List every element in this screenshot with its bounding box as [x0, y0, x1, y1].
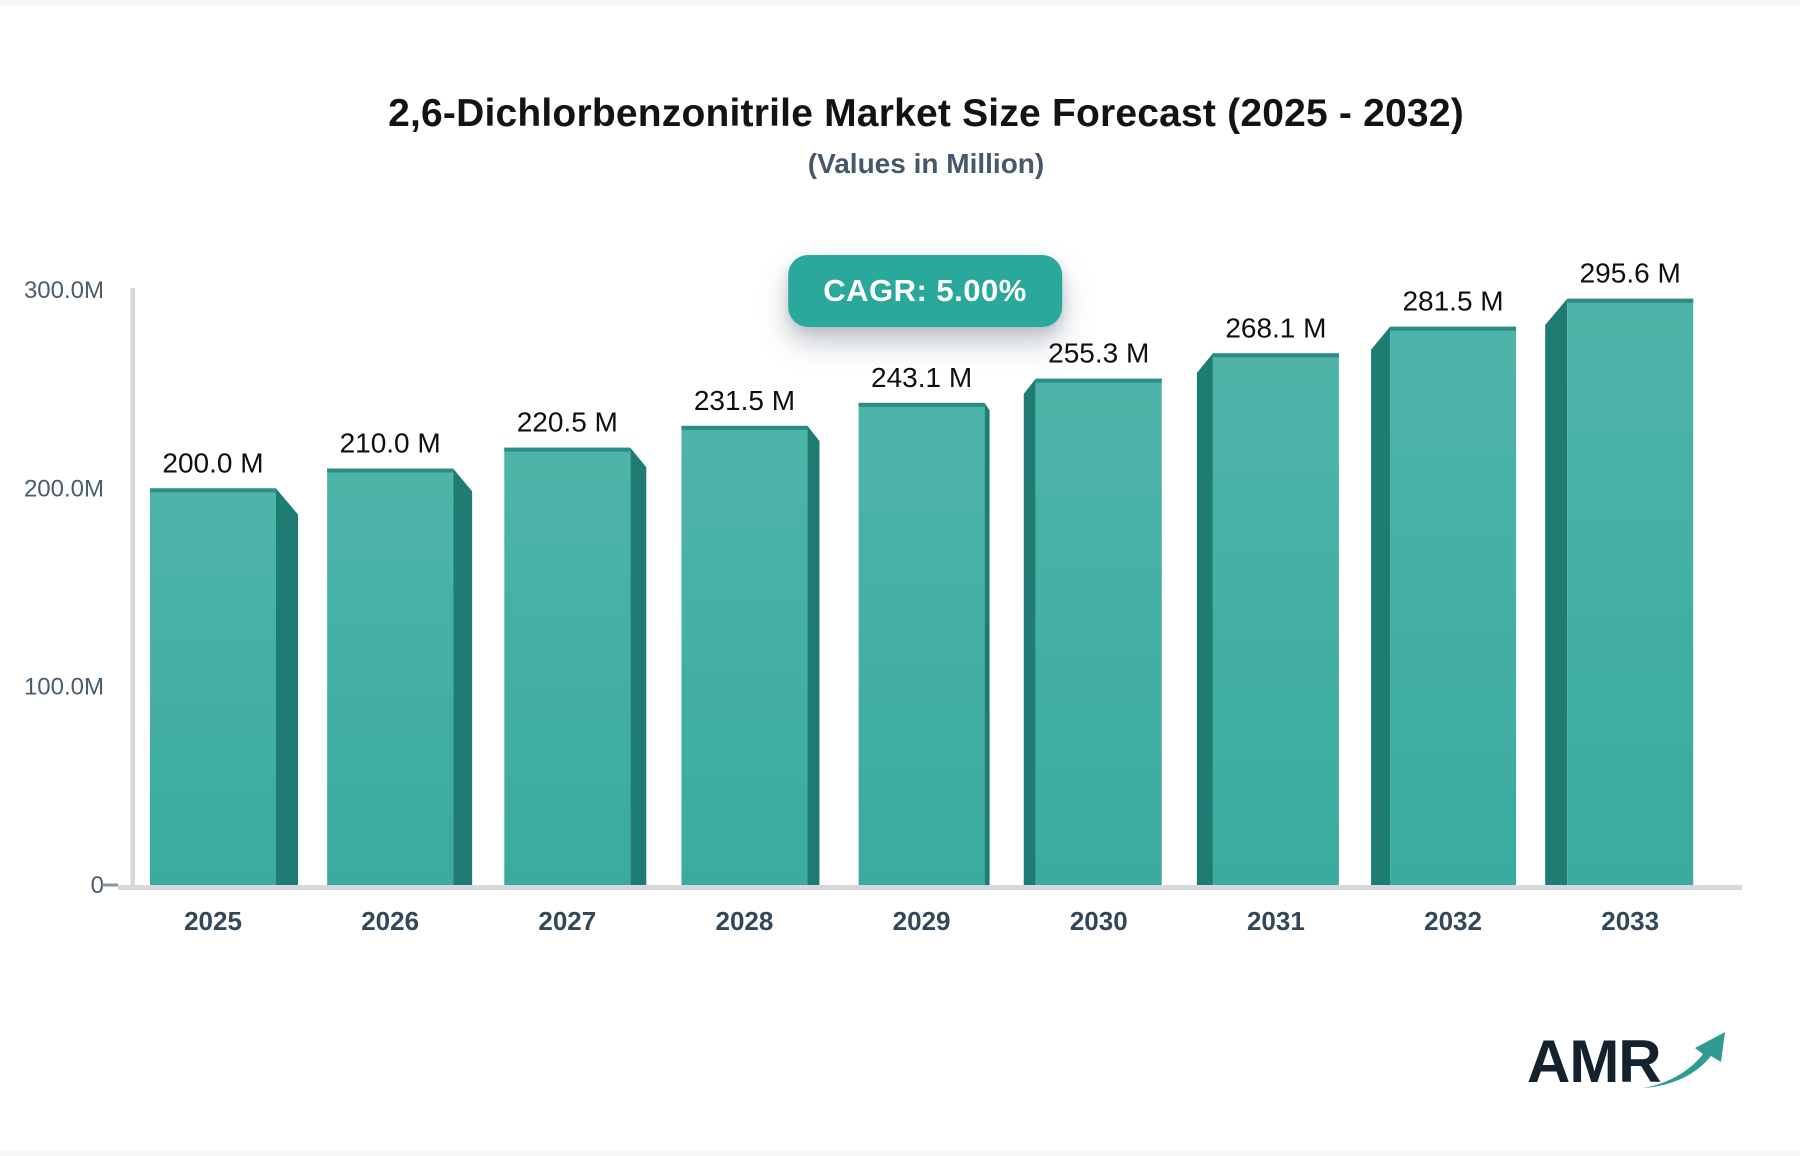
bar-top-edge: [504, 447, 631, 452]
y-tick-label: 100.0M: [24, 674, 104, 701]
x-tick-label: 2033: [1601, 906, 1659, 936]
bar-face: [1035, 378, 1162, 885]
x-tick-label: 2032: [1424, 906, 1482, 936]
bar-side: [276, 488, 298, 885]
bar-top-edge: [327, 468, 454, 473]
bar-top-edge: [150, 488, 276, 493]
bar-top-edge: [1035, 378, 1162, 383]
bar-top-edge: [1390, 326, 1517, 331]
x-tick-label: 2026: [361, 906, 419, 936]
y-tick-label: 0: [91, 872, 104, 899]
bar-side: [807, 425, 820, 885]
top-edge-strip: [0, 0, 1800, 5]
bar-face: [504, 447, 631, 885]
x-tick-label: 2030: [1070, 906, 1128, 936]
brand-logo: AMR: [1527, 1028, 1729, 1092]
bar-value-label: 255.3 M: [1048, 338, 1149, 369]
bar-value-label: 231.5 M: [694, 385, 795, 416]
bar-side: [1196, 353, 1213, 886]
bar-face: [1212, 353, 1339, 886]
bar-face: [1567, 298, 1694, 885]
bar-top-edge: [681, 425, 808, 430]
bar-value-label: 200.0 M: [162, 447, 263, 478]
bar-top-edge: [1212, 353, 1339, 358]
y-tick-label: 300.0M: [24, 277, 104, 304]
bar-face: [1390, 326, 1517, 886]
x-axis-line: [118, 885, 1742, 890]
x-tick-label: 2031: [1247, 906, 1305, 936]
x-tick-label: 2025: [184, 906, 242, 936]
bar-side: [453, 468, 473, 885]
bar-side: [1023, 378, 1036, 885]
bar-value-label: 243.1 M: [871, 362, 972, 393]
bar-top-edge: [858, 402, 985, 407]
bar-value-label: 268.1 M: [1225, 312, 1326, 343]
bar-side: [984, 402, 990, 885]
cagr-badge: CAGR: 5.00%: [788, 255, 1062, 327]
bar-top-edge: [1567, 298, 1694, 303]
bar-side: [1371, 326, 1391, 886]
bar-face: [858, 402, 985, 885]
chart-subtitle: (Values in Million): [807, 148, 1045, 179]
x-tick-label: 2029: [893, 906, 951, 936]
zero-tick-mark: [102, 883, 118, 887]
growth-arrow-icon: [1642, 1032, 1725, 1088]
x-tick-label: 2027: [538, 906, 596, 936]
bar-value-label: 210.0 M: [340, 428, 441, 459]
bar-face: [327, 468, 454, 885]
bar-face: [150, 488, 276, 885]
y-axis-line: [130, 288, 135, 889]
y-tick-label: 200.0M: [24, 475, 104, 502]
bar-side: [1545, 298, 1568, 885]
bar-face: [681, 425, 808, 885]
bar-value-label: 295.6 M: [1580, 258, 1681, 289]
bar-value-label: 220.5 M: [517, 407, 618, 438]
chart-title: 2,6-Dichlorbenzonitrile Market Size Fore…: [388, 92, 1464, 135]
bar-value-label: 281.5 M: [1402, 286, 1503, 317]
x-tick-label: 2028: [716, 906, 774, 936]
bar-side: [630, 447, 647, 885]
bottom-edge-strip: [0, 1150, 1800, 1156]
brand-logo-text: AMR: [1527, 1028, 1662, 1095]
